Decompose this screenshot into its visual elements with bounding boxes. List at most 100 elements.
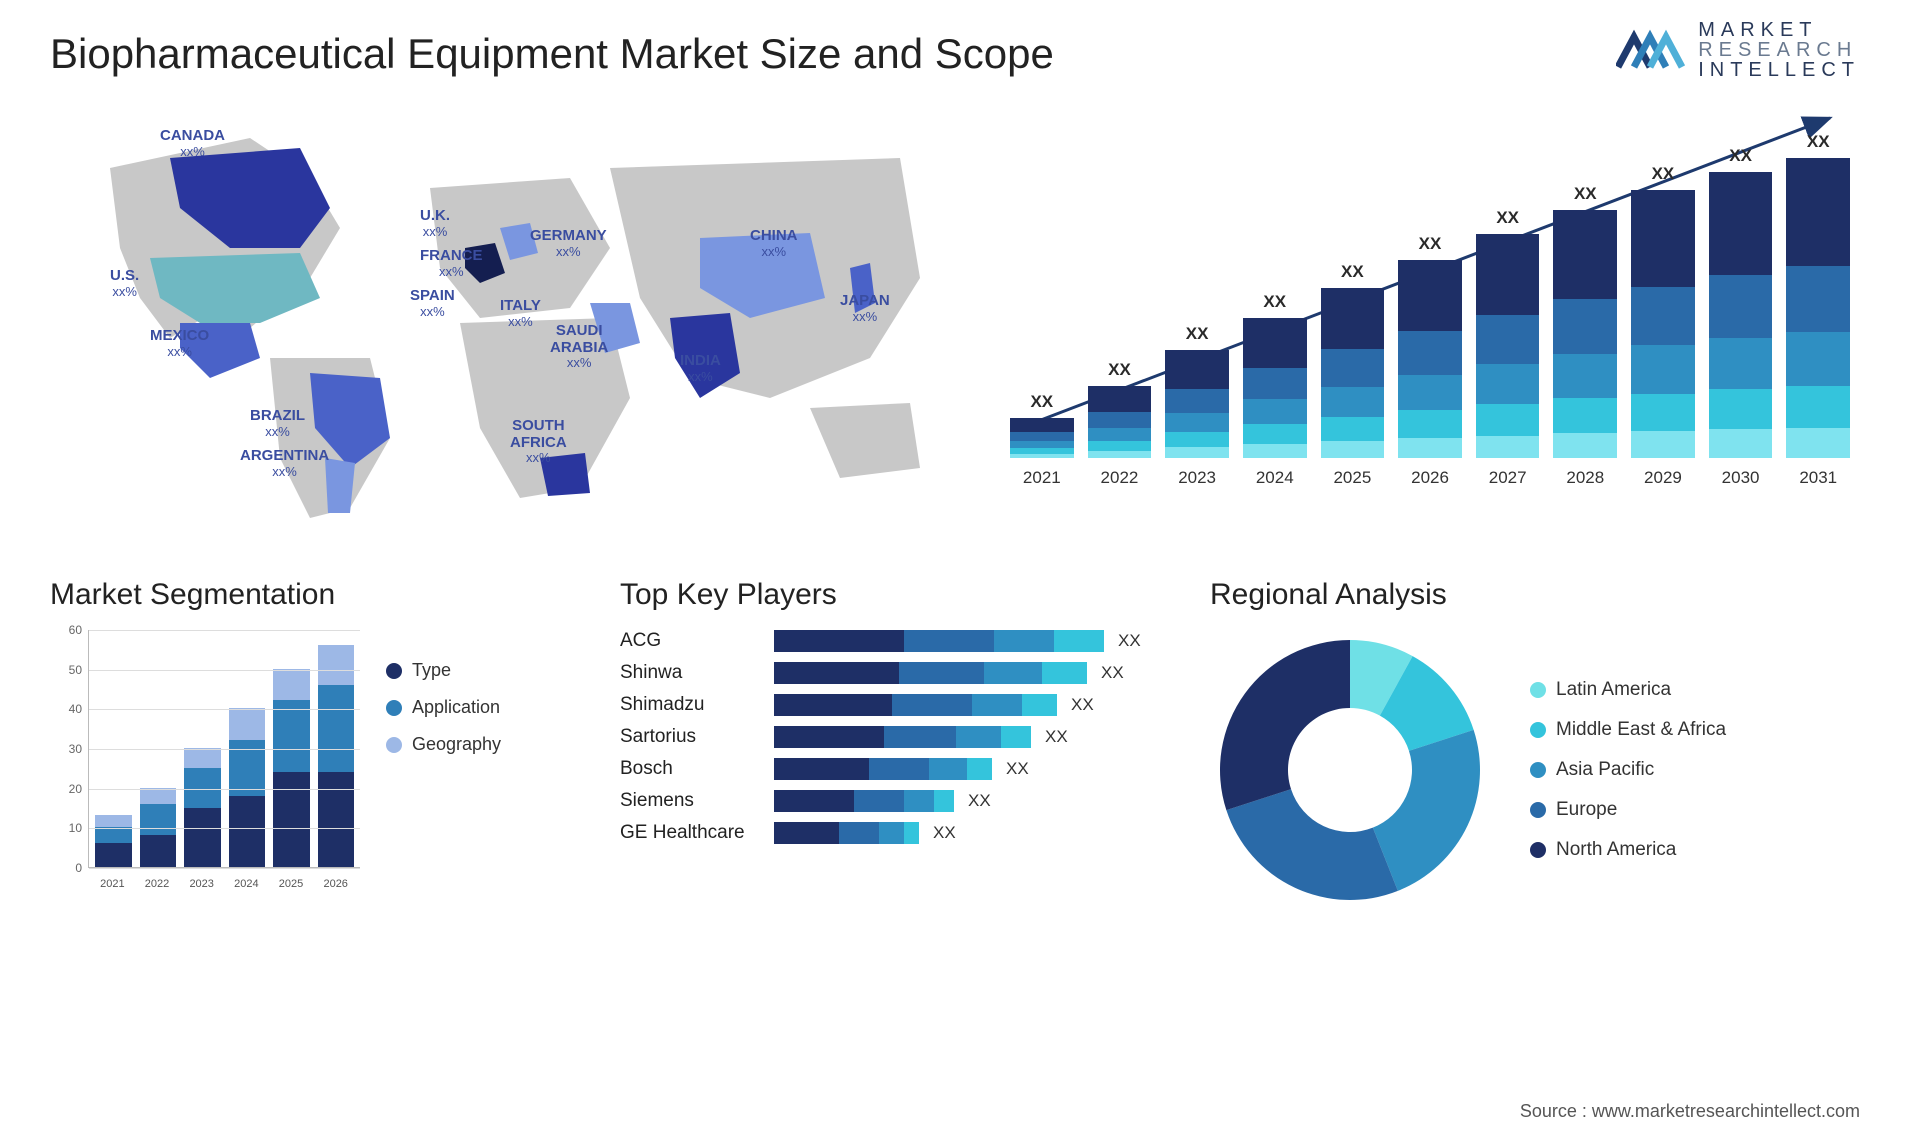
growth-bar-seg	[1088, 386, 1152, 412]
player-value: XX	[1071, 695, 1094, 715]
map-label: BRAZILxx%	[250, 408, 305, 439]
growth-xaxis-label: 2029	[1631, 468, 1695, 488]
segmentation-title: Market Segmentation	[50, 578, 570, 612]
regional-legend-item: North America	[1530, 839, 1726, 861]
growth-bar-seg	[1165, 432, 1229, 447]
player-bar-seg	[854, 790, 904, 812]
growth-bar-seg	[1476, 315, 1540, 364]
seg-bar-seg	[184, 748, 221, 768]
player-bar-seg	[774, 694, 892, 716]
logo-mark-icon	[1616, 25, 1686, 75]
map-label: FRANCExx%	[420, 248, 483, 279]
seg-legend-item: Application	[386, 697, 501, 718]
legend-label: Application	[412, 697, 500, 718]
growth-bar: XX	[1088, 386, 1152, 458]
seg-bar-seg	[184, 808, 221, 868]
player-bar-seg	[904, 790, 934, 812]
seg-xaxis-label: 2024	[228, 878, 265, 890]
player-bar-seg	[774, 630, 904, 652]
player-row: ACGXX	[620, 630, 1160, 652]
player-bar-seg	[884, 726, 956, 748]
seg-bar-seg	[95, 827, 132, 843]
map-label: ARGENTINAxx%	[240, 448, 329, 479]
seg-ytick: 50	[50, 663, 82, 677]
player-bar	[774, 758, 992, 780]
regional-legend-item: Latin America	[1530, 679, 1726, 701]
logo-text-3: INTELLECT	[1698, 60, 1860, 80]
player-value: XX	[1045, 727, 1068, 747]
player-bar-seg	[967, 758, 992, 780]
growth-bar-seg	[1165, 447, 1229, 458]
growth-bar: XX	[1476, 234, 1540, 458]
growth-bar-seg	[1786, 428, 1850, 458]
growth-bar-seg	[1398, 375, 1462, 411]
growth-bar-seg	[1010, 418, 1074, 432]
legend-swatch	[386, 737, 402, 753]
growth-bar: XX	[1243, 318, 1307, 458]
regional-legend: Latin AmericaMiddle East & AfricaAsia Pa…	[1530, 679, 1726, 861]
player-bar-seg	[899, 662, 984, 684]
player-bar-seg	[879, 822, 904, 844]
seg-xaxis-label: 2021	[94, 878, 131, 890]
growth-bar-seg	[1631, 431, 1695, 458]
regional-legend-item: Europe	[1530, 799, 1726, 821]
player-name: GE Healthcare	[620, 822, 760, 844]
growth-xaxis-label: 2021	[1010, 468, 1074, 488]
player-row: SartoriusXX	[620, 726, 1160, 748]
growth-bar-seg	[1243, 318, 1307, 368]
player-bar-seg	[984, 662, 1042, 684]
player-bar-seg	[869, 758, 929, 780]
map-label: JAPANxx%	[840, 293, 890, 324]
seg-bar	[273, 669, 310, 867]
seg-ytick: 40	[50, 702, 82, 716]
regional-title: Regional Analysis	[1210, 578, 1870, 612]
growth-bar-value: XX	[1631, 164, 1695, 184]
player-bar	[774, 630, 1104, 652]
legend-label: Asia Pacific	[1556, 759, 1654, 781]
player-bar-seg	[1001, 726, 1031, 748]
legend-swatch	[1530, 842, 1546, 858]
growth-bar-seg	[1709, 172, 1773, 275]
player-row: ShimadzuXX	[620, 694, 1160, 716]
seg-legend-item: Type	[386, 660, 501, 681]
growth-bar-seg	[1088, 441, 1152, 451]
player-bar-seg	[774, 758, 869, 780]
growth-bar-seg	[1165, 350, 1229, 389]
growth-bar: XX	[1165, 350, 1229, 458]
legend-swatch	[1530, 722, 1546, 738]
player-name: Bosch	[620, 758, 760, 780]
seg-bar-seg	[318, 645, 355, 685]
growth-bar-chart: XXXXXXXXXXXXXXXXXXXXXX 20212022202320242…	[990, 98, 1870, 528]
growth-xaxis-label: 2027	[1476, 468, 1540, 488]
growth-bar-seg	[1243, 368, 1307, 399]
seg-bar	[318, 645, 355, 867]
seg-bar-seg	[273, 772, 310, 867]
world-map-panel: CANADAxx%U.S.xx%MEXICOxx%BRAZILxx%ARGENT…	[50, 98, 950, 528]
growth-bar-seg	[1476, 234, 1540, 315]
growth-xaxis-label: 2028	[1553, 468, 1617, 488]
growth-bar-seg	[1321, 387, 1385, 418]
growth-bar-seg	[1321, 417, 1385, 441]
seg-ytick: 60	[50, 623, 82, 637]
growth-bar-seg	[1709, 429, 1773, 458]
growth-bar-seg	[1165, 389, 1229, 413]
growth-bar-value: XX	[1165, 324, 1229, 344]
seg-bar-seg	[95, 815, 132, 827]
seg-bar	[95, 815, 132, 867]
legend-swatch	[386, 700, 402, 716]
legend-swatch	[1530, 682, 1546, 698]
map-label: CANADAxx%	[160, 128, 225, 159]
map-label: MEXICOxx%	[150, 328, 209, 359]
player-value: XX	[1006, 759, 1029, 779]
growth-bar-seg	[1786, 266, 1850, 332]
growth-bar: XX	[1709, 172, 1773, 458]
growth-bar-value: XX	[1398, 234, 1462, 254]
player-name: Shinwa	[620, 662, 760, 684]
player-row: Bosch XX	[620, 758, 1160, 780]
map-label: ITALYxx%	[500, 298, 541, 329]
growth-bar-seg	[1553, 398, 1617, 433]
player-bar-seg	[904, 822, 919, 844]
growth-xaxis-label: 2023	[1165, 468, 1229, 488]
seg-ytick: 20	[50, 782, 82, 796]
logo-text-1: MARKET	[1698, 20, 1860, 40]
